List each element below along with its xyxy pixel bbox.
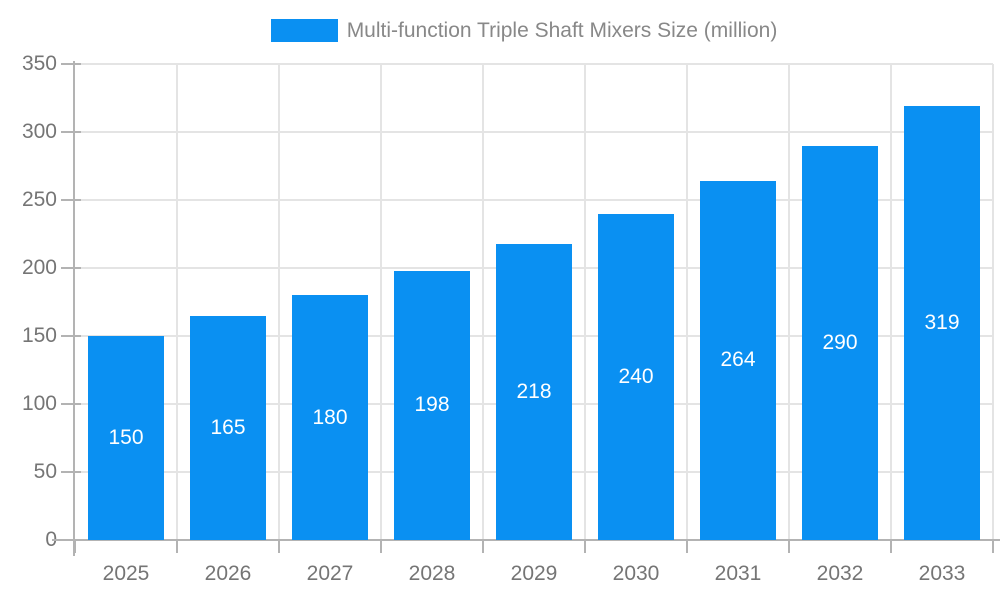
y-axis-label: 250 [21,188,57,211]
gridline-vertical [788,64,790,540]
bar-value-label: 150 [108,426,144,449]
x-axis-label: 2027 [306,562,354,585]
bar-value-label: 198 [414,393,450,417]
bar-2027[interactable] [292,295,368,540]
x-axis-line [52,539,1000,541]
gridline-horizontal [75,63,993,65]
y-axis-label: 100 [21,392,57,415]
x-axis-label: 2033 [918,562,966,585]
y-axis-label: 150 [21,324,57,347]
gridline-vertical [890,64,892,540]
bar-2029[interactable] [496,243,572,540]
y-axis-tick [61,403,81,405]
y-axis-tick [61,199,81,201]
gridline-vertical [380,64,382,540]
bar-2026[interactable] [190,315,266,540]
bar-2031[interactable] [700,180,776,540]
x-axis-label: 2026 [204,562,252,585]
gridline-vertical [584,64,586,540]
bar-value-label: 240 [618,364,654,388]
bar-2028[interactable] [394,270,470,540]
gridline-vertical [482,64,484,540]
x-axis-tick [176,540,178,553]
y-axis-tick [61,131,81,133]
gridline-horizontal [75,131,993,133]
gridline-vertical [176,64,178,540]
x-axis-tick [584,540,586,553]
x-axis-tick [380,540,382,553]
gridline-horizontal [75,199,993,201]
y-axis-label: 200 [21,256,57,279]
x-axis-label: 2028 [408,562,456,585]
bar-2030[interactable] [598,213,674,540]
x-axis-label: 2025 [102,562,150,585]
x-axis-tick [890,540,892,553]
x-axis-label: 2031 [714,562,762,585]
y-axis-label: 50 [33,460,57,483]
y-axis-line [73,61,75,556]
y-axis-tick [61,335,81,337]
bar-value-label: 290 [822,330,858,354]
x-axis-tick [278,540,280,553]
bar-value-label: 264 [720,348,756,372]
y-axis-tick [61,63,81,65]
x-axis-label: 2032 [816,562,864,585]
y-axis-label: 350 [21,52,57,75]
y-axis-tick [61,267,81,269]
y-axis-label: 300 [21,120,57,143]
x-axis-tick [788,540,790,553]
bar-value-label: 180 [312,405,348,429]
gridline-vertical [686,64,688,540]
legend-label: Multi-function Triple Shaft Mixers Size … [346,19,778,42]
x-axis-tick [482,540,484,553]
bar-value-label: 165 [210,415,246,439]
x-axis-tick [686,540,688,553]
x-axis-tick [74,540,76,553]
gridline-vertical [278,64,280,540]
bar-value-label: 319 [924,311,960,335]
bar-value-label: 218 [516,379,552,403]
bar-2032[interactable] [802,145,878,540]
bar-2025[interactable] [88,336,164,540]
x-axis-tick [992,540,994,553]
x-axis-label: 2029 [510,562,558,585]
legend[interactable]: Multi-function Triple Shaft Mixers Size … [0,19,1000,42]
x-axis-label: 2030 [612,562,660,585]
gridline-vertical [992,64,994,540]
y-axis-label: 0 [0,527,57,553]
legend-swatch [270,19,338,42]
bar-2033[interactable] [904,106,980,540]
y-axis-tick [61,471,81,473]
